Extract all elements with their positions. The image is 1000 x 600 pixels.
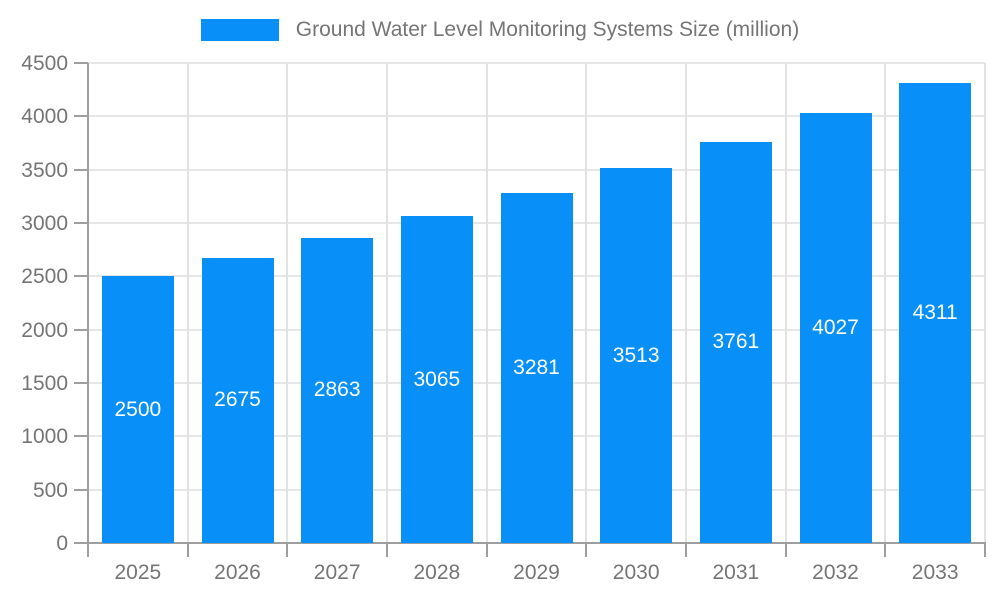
y-tick	[74, 488, 88, 491]
y-tick	[74, 328, 88, 331]
y-axis-label: 1000	[21, 425, 68, 449]
x-gridline	[485, 63, 488, 543]
x-axis-label: 2026	[214, 561, 261, 584]
bar-value-label: 4027	[812, 316, 859, 340]
bar-value-label: 2675	[214, 388, 261, 412]
y-tick	[74, 62, 88, 64]
bar[interactable]: 2863	[301, 237, 374, 543]
y-tick	[74, 435, 88, 438]
y-axis-label: 2000	[21, 318, 68, 342]
bar[interactable]: 3513	[600, 168, 673, 543]
x-axis-label: 2030	[612, 561, 660, 584]
y-axis-label: 500	[32, 478, 68, 502]
y-tick	[74, 542, 88, 544]
bar-value-label: 2863	[313, 378, 361, 402]
bar-value-label: 4311	[912, 301, 958, 325]
y-axis-label: 2500	[21, 265, 68, 289]
x-tick	[585, 543, 588, 557]
bar[interactable]: 2500	[101, 276, 174, 543]
bar-value-label: 3761	[712, 330, 760, 354]
x-gridline	[884, 63, 887, 543]
x-axis-label: 2028	[413, 561, 461, 584]
bar[interactable]: 4311	[899, 83, 972, 543]
bar-value-label: 3513	[612, 343, 660, 367]
y-tick	[74, 382, 88, 384]
x-tick	[884, 543, 887, 557]
bar-value-label: 3065	[413, 367, 461, 391]
bar[interactable]: 3281	[500, 193, 573, 543]
x-gridline	[784, 63, 787, 543]
y-tick	[74, 222, 88, 224]
x-tick	[685, 543, 687, 557]
x-axis-label: 2027	[313, 561, 361, 584]
x-axis-label: 2031	[712, 561, 760, 584]
x-tick	[87, 543, 89, 557]
bar-value-label: 3281	[513, 356, 560, 379]
y-tick	[74, 275, 88, 278]
bar-value-label: 2500	[114, 397, 162, 421]
x-tick	[984, 543, 986, 557]
x-tick	[186, 543, 189, 557]
x-gridline	[585, 63, 588, 543]
chart-legend: Ground Water Level Monitoring Systems Si…	[0, 18, 1000, 42]
x-tick	[784, 543, 787, 557]
y-axis-label: 4000	[21, 105, 68, 129]
bar[interactable]: 3761	[699, 141, 772, 543]
y-axis-label: 3500	[21, 158, 68, 182]
y-axis-label: 0	[56, 532, 68, 555]
bar[interactable]: 3065	[400, 216, 473, 543]
x-axis-label: 2032	[812, 561, 859, 584]
x-gridline	[984, 63, 986, 543]
x-axis-label: 2025	[114, 561, 162, 584]
legend-swatch	[200, 19, 279, 41]
x-gridline	[286, 63, 289, 543]
y-axis-label: 3000	[21, 212, 68, 235]
y-axis-line	[87, 63, 89, 543]
bar[interactable]: 4027	[799, 113, 872, 543]
x-tick	[485, 543, 488, 557]
y-axis-label: 1500	[21, 372, 68, 395]
x-tick	[286, 543, 289, 557]
x-gridline	[186, 63, 189, 543]
x-tick	[386, 543, 388, 557]
y-gridline	[88, 62, 985, 64]
y-tick	[74, 168, 88, 171]
y-tick	[74, 115, 88, 118]
legend-item[interactable]: Ground Water Level Monitoring Systems Si…	[200, 18, 800, 42]
x-axis-label: 2029	[513, 561, 560, 584]
x-gridline	[386, 63, 388, 543]
x-axis-label: 2033	[911, 561, 959, 584]
bar[interactable]: 2675	[201, 257, 274, 543]
y-axis-label: 4500	[21, 52, 68, 75]
x-gridline	[685, 63, 687, 543]
legend-label: Ground Water Level Monitoring Systems Si…	[295, 18, 800, 41]
